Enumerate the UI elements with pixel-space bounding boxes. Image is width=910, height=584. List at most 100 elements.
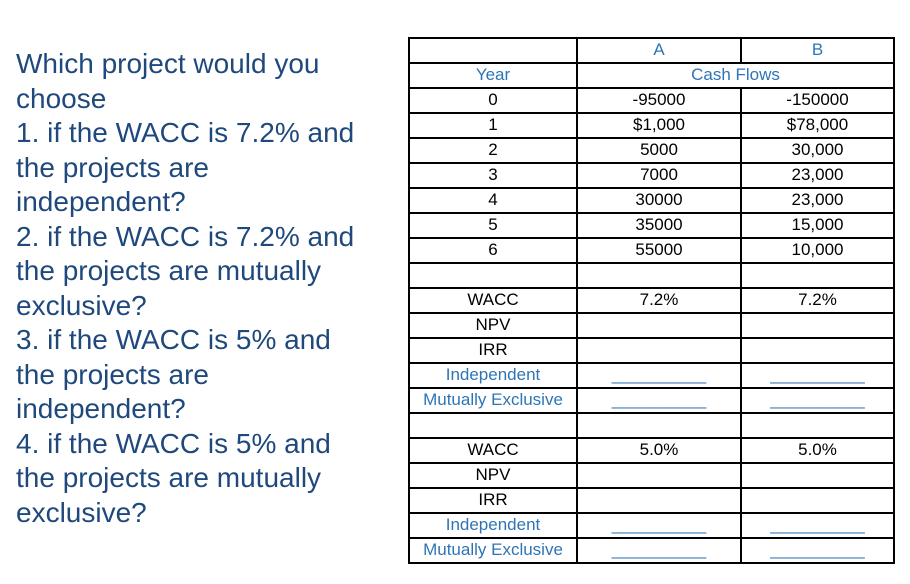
year-cell: 5	[408, 212, 578, 239]
wacc-a-value: 5.0%	[576, 437, 742, 464]
year-cell: 1	[408, 112, 578, 139]
year-header: Year	[408, 62, 578, 89]
question-line: choose	[16, 82, 107, 114]
question-line: the projects are	[16, 151, 209, 183]
question-line: exclusive?	[16, 289, 147, 321]
mutually-exclusive-label: Mutually Exclusive	[408, 537, 578, 564]
mutually-exclusive-b-blank: __________	[740, 537, 895, 564]
wacc-label: WACC	[408, 437, 578, 464]
mutually-exclusive-a-blank: __________	[576, 387, 742, 414]
year-cell: 6	[408, 237, 578, 264]
irr-b-value	[740, 487, 895, 514]
spacer-cell	[576, 262, 742, 289]
npv-a-value	[576, 312, 742, 339]
spacer-cell	[576, 412, 742, 439]
question-line: independent?	[16, 186, 186, 217]
wacc-b-value: 7.2%	[740, 287, 895, 314]
cashflow-a-cell: 30000	[576, 187, 742, 214]
irr-a-value	[576, 337, 742, 364]
cashflow-a-cell: $1,000	[576, 112, 742, 139]
row-wacc-72: WACC 7.2% 7.2%	[408, 287, 895, 314]
wacc-b-value: 5.0%	[740, 437, 895, 464]
cash-flows-header: Cash Flows	[576, 62, 895, 89]
row-column-headers: Year Cash Flows	[408, 62, 895, 89]
npv-label: NPV	[408, 462, 578, 489]
independent-b-blank: __________	[740, 512, 895, 539]
question-line: the projects are mutually	[16, 462, 322, 493]
independent-label: Independent	[408, 512, 578, 539]
cashflow-a-cell: 5000	[576, 137, 742, 164]
question-line: 3. if the WACC is 5% and	[16, 324, 331, 355]
mutually-exclusive-b-blank: __________	[740, 387, 895, 414]
question-line: the projects are	[16, 358, 209, 390]
row-mutually-exclusive-72: Mutually Exclusive __________ __________	[408, 387, 895, 414]
project-b-header: B	[740, 37, 895, 64]
irr-label: IRR	[408, 487, 578, 514]
row-mutually-exclusive-50: Mutually Exclusive __________ __________	[408, 537, 895, 564]
year-cell: 0	[408, 87, 578, 114]
question-line: 2. if the WACC is 7.2% and	[16, 220, 355, 252]
npv-b-value	[740, 312, 895, 339]
cashflow-b-cell: $78,000	[740, 112, 895, 139]
question-line: 1. if the WACC is 7.2% and	[16, 117, 355, 148]
cashflow-b-cell: 15,000	[740, 212, 895, 239]
mutually-exclusive-a-blank: __________	[576, 537, 742, 564]
row-year-6: 6 55000 10,000	[408, 237, 895, 264]
spacer-cell	[740, 412, 895, 439]
year-cell: 3	[408, 162, 578, 189]
question-line: 4. if the WACC is 5% and	[16, 427, 331, 459]
row-irr-50: IRR	[408, 487, 895, 514]
row-wacc-50: WACC 5.0% 5.0%	[408, 437, 895, 464]
irr-b-value	[740, 337, 895, 364]
irr-a-value	[576, 487, 742, 514]
row-independent-50: Independent __________ __________	[408, 512, 895, 539]
cashflow-b-cell: 30,000	[740, 137, 895, 164]
row-year-1: 1 $1,000 $78,000	[408, 112, 895, 139]
wacc-a-value: 7.2%	[576, 287, 742, 314]
row-year-4: 4 30000 23,000	[408, 187, 895, 214]
row-year-0: 0 -95000 -150000	[408, 87, 895, 114]
row-irr-72: IRR	[408, 337, 895, 364]
spacer-cell	[408, 412, 578, 439]
project-a-header: A	[576, 37, 742, 64]
independent-a-blank: __________	[576, 512, 742, 539]
cashflow-b-cell: 23,000	[740, 187, 895, 214]
row-year-5: 5 35000 15,000	[408, 212, 895, 239]
npv-label: NPV	[408, 312, 578, 339]
cashflow-a-cell: 7000	[576, 162, 742, 189]
question-line: Which project would you	[16, 48, 320, 79]
npv-b-value	[740, 462, 895, 489]
question-line: independent?	[16, 393, 186, 424]
row-year-3: 3 7000 23,000	[408, 162, 895, 189]
cashflow-b-cell: 10,000	[740, 237, 895, 264]
cashflow-b-cell: -150000	[740, 87, 895, 114]
independent-b-blank: __________	[740, 362, 895, 389]
mutually-exclusive-label: Mutually Exclusive	[408, 387, 578, 414]
question-line: exclusive?	[16, 496, 147, 528]
npv-a-value	[576, 462, 742, 489]
spacer-cell	[408, 262, 578, 289]
year-cell: 4	[408, 187, 578, 214]
row-npv-72: NPV	[408, 312, 895, 339]
cashflow-a-cell: -95000	[576, 87, 742, 114]
irr-label: IRR	[408, 337, 578, 364]
wacc-label: WACC	[408, 287, 578, 314]
question-line: the projects are mutually	[16, 255, 322, 286]
independent-label: Independent	[408, 362, 578, 389]
row-npv-50: NPV	[408, 462, 895, 489]
year-cell: 2	[408, 137, 578, 164]
row-spacer	[408, 262, 895, 289]
cashflow-a-cell: 35000	[576, 212, 742, 239]
independent-a-blank: __________	[576, 362, 742, 389]
question-text-block: Which project would you choose 1. if the W…	[16, 47, 354, 530]
cashflow-a-cell: 55000	[576, 237, 742, 264]
cash-flow-table: A B Year Cash Flows 0 -95000 -150000 1 $1,000 $78…	[408, 37, 895, 564]
spacer-cell	[740, 262, 895, 289]
cashflow-b-cell: 23,000	[740, 162, 895, 189]
corner-cell	[408, 37, 578, 64]
row-year-2: 2 5000 30,000	[408, 137, 895, 164]
row-spacer	[408, 412, 895, 439]
row-independent-72: Independent __________ __________	[408, 362, 895, 389]
